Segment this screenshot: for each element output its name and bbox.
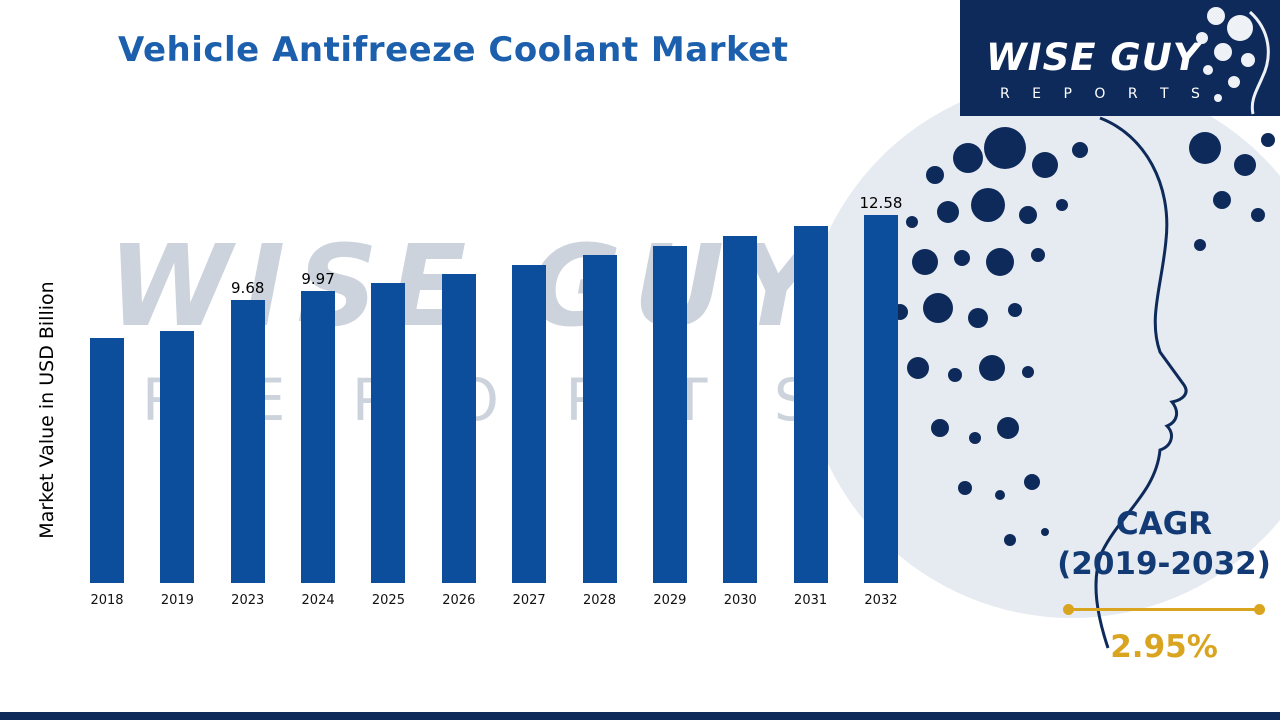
bar-column: 2028: [568, 193, 632, 609]
bar: [652, 246, 687, 583]
brand-name: WISE GUY: [986, 36, 1201, 79]
brand-logo: WISE GUY R E P O R T S: [960, 0, 1280, 116]
bar: [301, 291, 336, 583]
cagr-block: CAGR (2019-2032) 2.95%: [1056, 506, 1272, 665]
bar: [160, 331, 195, 583]
bar-value-label: 12.58: [859, 194, 903, 212]
x-tick-label: 2023: [231, 593, 265, 608]
x-tick-label: 2024: [301, 593, 335, 608]
y-axis-label: Market Value in USD Billion: [36, 281, 58, 539]
bar-column: 2018: [75, 193, 139, 609]
bar: [723, 236, 758, 583]
bar: [371, 283, 406, 583]
bar-column: 2025: [356, 193, 420, 609]
cagr-value: 2.95%: [1110, 629, 1218, 665]
x-tick-label: 2028: [582, 593, 617, 608]
x-tick-label: 2019: [160, 593, 194, 608]
bar-column: 2019: [145, 193, 209, 609]
bar: [793, 226, 828, 583]
bar-value-label: 9.68: [231, 279, 265, 297]
cagr-label: CAGR: [1115, 506, 1213, 542]
x-tick-label: 2027: [512, 593, 546, 608]
bar-chart: 2018 2019 9.68 2023 9.97 2024 2025 2026 2027 2028…: [75, 193, 913, 609]
page-title: Vehicle Antifreeze Coolant Market: [118, 30, 789, 70]
x-tick-label: 2018: [90, 593, 124, 608]
x-tick-label: 2031: [794, 593, 828, 608]
bar-column: 2026: [427, 193, 491, 609]
bar-column: 9.68 2023: [216, 193, 280, 609]
bar-column: 12.58 2032: [849, 193, 913, 609]
x-tick-label: 2029: [653, 593, 687, 608]
bar-column: 2031: [779, 193, 843, 609]
x-tick-label: 2030: [723, 593, 757, 608]
bar: [90, 338, 124, 583]
x-tick-label: 2026: [442, 593, 476, 608]
bar-column: 2027: [497, 193, 561, 609]
bar: [863, 215, 898, 583]
bar: [582, 255, 617, 583]
bar: [441, 274, 476, 583]
bottom-accent-strip: [0, 712, 1280, 720]
bar-value-label: 9.97: [301, 270, 335, 288]
logo-head-icon: [1196, 7, 1270, 115]
bar-column: 2030: [708, 193, 772, 609]
x-tick-label: 2025: [371, 593, 405, 608]
bar: [512, 265, 547, 583]
bar-column: 2029: [638, 193, 702, 609]
cagr-range: (2019-2032): [1057, 546, 1271, 582]
bar-column: 9.97 2024: [286, 193, 350, 609]
bar: [230, 300, 265, 583]
dot-cluster: [892, 127, 1275, 546]
x-tick-label: 2032: [864, 593, 898, 608]
cagr-divider-line: [1063, 604, 1265, 615]
